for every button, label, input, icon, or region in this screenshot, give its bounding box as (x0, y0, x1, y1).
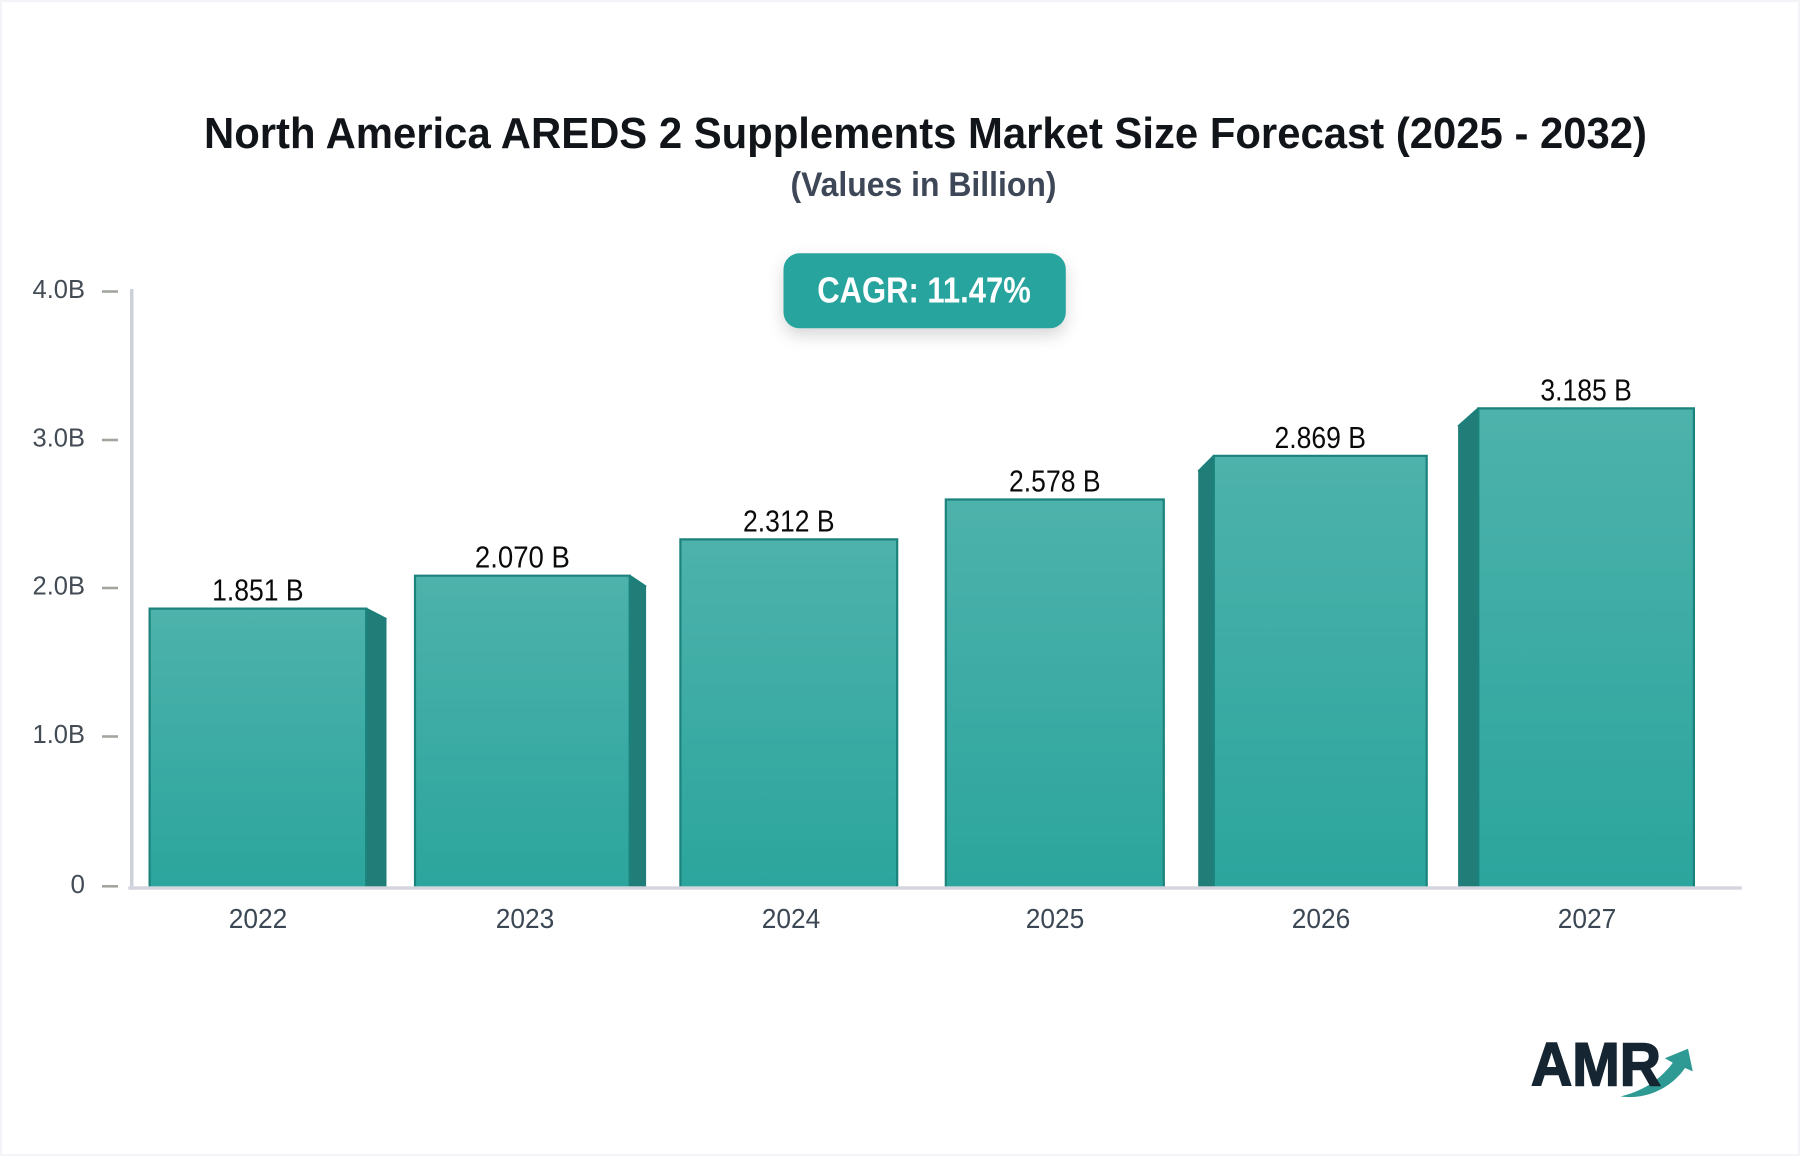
svg-text:2027: 2027 (1558, 903, 1617, 934)
svg-text:2024: 2024 (762, 903, 821, 934)
svg-text:2023: 2023 (496, 903, 555, 934)
svg-text:AMR: AMR (1531, 1031, 1661, 1099)
svg-text:2.0B: 2.0B (33, 571, 86, 601)
svg-text:2.869 B: 2.869 B (1274, 420, 1366, 455)
svg-text:1.0B: 1.0B (33, 719, 86, 749)
svg-text:3.0B: 3.0B (33, 423, 86, 453)
svg-text:2026: 2026 (1292, 903, 1351, 934)
svg-text:2.578 B: 2.578 B (1009, 464, 1101, 499)
svg-text:2.312 B: 2.312 B (743, 503, 835, 538)
svg-text:2.070 B: 2.070 B (475, 540, 570, 575)
svg-text:(Values in Billion): (Values in Billion) (791, 166, 1057, 204)
svg-text:3.185 B: 3.185 B (1540, 372, 1632, 407)
svg-text:1.851 B: 1.851 B (212, 573, 304, 608)
svg-text:0: 0 (71, 869, 85, 899)
svg-text:4.0B: 4.0B (33, 274, 86, 304)
svg-text:2022: 2022 (229, 903, 288, 934)
svg-text:2025: 2025 (1026, 903, 1085, 934)
svg-text:North America AREDS 2 Suppleme: North America AREDS 2 Supplements Market… (204, 110, 1647, 158)
svg-text:CAGR: 11.47%: CAGR: 11.47% (817, 269, 1031, 310)
